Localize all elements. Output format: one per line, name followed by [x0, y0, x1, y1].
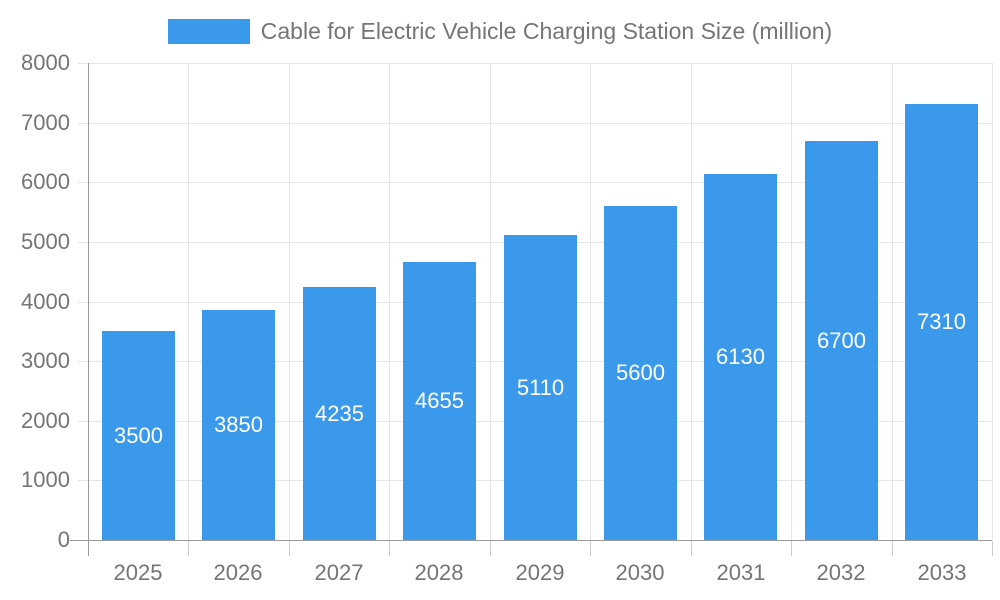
bar[interactable]: 4235: [303, 287, 376, 540]
y-tick: [78, 182, 88, 183]
h-gridline: [88, 123, 992, 124]
v-gridline: [691, 63, 692, 540]
x-tick: [992, 541, 993, 556]
v-gridline: [992, 63, 993, 540]
h-gridline: [88, 182, 992, 183]
bar-value-label: 4655: [415, 388, 464, 413]
y-axis-label: 3000: [21, 348, 70, 373]
x-tick: [791, 541, 792, 556]
y-tick: [78, 123, 88, 124]
legend-label: Cable for Electric Vehicle Charging Stat…: [260, 18, 833, 44]
bar-value-label: 3500: [114, 422, 163, 448]
x-axis-label: 2029: [515, 560, 565, 585]
y-axis-label: 7000: [21, 110, 70, 135]
x-axis-label: 2027: [314, 560, 364, 585]
bar[interactable]: 5110: [504, 235, 577, 540]
x-axis-label: 2033: [917, 560, 967, 585]
x-tick: [490, 541, 491, 556]
x-tick: [289, 541, 290, 556]
y-axis-line: [88, 63, 89, 556]
v-gridline: [892, 63, 893, 540]
x-axis-line: [70, 540, 992, 541]
v-gridline: [289, 63, 290, 540]
bar[interactable]: 5600: [604, 206, 677, 540]
legend-swatch-icon: [167, 19, 250, 44]
bar-value-label: 6700: [817, 327, 866, 353]
x-tick: [691, 541, 692, 556]
v-gridline: [590, 63, 591, 540]
y-tick: [78, 63, 88, 64]
legend: Cable for Electric Vehicle Charging Stat…: [0, 17, 1000, 46]
legend-item[interactable]: Cable for Electric Vehicle Charging Stat…: [167, 17, 833, 46]
v-gridline: [389, 63, 390, 540]
bar-value-label: 5110: [516, 374, 565, 400]
y-tick: [78, 302, 88, 303]
x-axis-label: 2030: [615, 560, 665, 585]
x-axis-label: 2032: [816, 560, 866, 585]
bar-value-label: 3850: [214, 412, 263, 437]
bar[interactable]: 4655: [403, 262, 476, 540]
bar[interactable]: 6130: [704, 174, 777, 540]
x-axis-label: 2028: [414, 560, 464, 585]
x-tick: [188, 541, 189, 556]
x-axis-label: 2031: [716, 560, 766, 585]
bar-value-label: 6130: [716, 344, 765, 369]
x-axis-label: 2025: [113, 560, 163, 585]
bar[interactable]: 6700: [805, 141, 878, 540]
v-gridline: [490, 63, 491, 540]
bar[interactable]: 3500: [102, 331, 175, 540]
y-tick: [78, 361, 88, 362]
y-axis-label: 8000: [21, 50, 70, 75]
y-axis-label: 0: [57, 527, 70, 552]
bar-value-label: 5600: [616, 360, 665, 385]
y-axis-label: 6000: [21, 169, 70, 194]
bar[interactable]: 3850: [202, 310, 275, 540]
bar-value-label: 7310: [917, 309, 966, 334]
x-tick: [892, 541, 893, 556]
y-axis-label: 5000: [21, 229, 70, 254]
bar-value-label: 4235: [315, 400, 364, 426]
y-tick: [78, 480, 88, 481]
x-tick: [590, 541, 591, 556]
v-gridline: [188, 63, 189, 540]
v-gridline: [791, 63, 792, 540]
bar[interactable]: 7310: [905, 104, 978, 540]
y-axis-label: 1000: [21, 467, 70, 492]
x-tick: [389, 541, 390, 556]
y-tick: [78, 242, 88, 243]
y-tick: [78, 421, 88, 422]
y-axis-label: 4000: [21, 289, 70, 314]
h-gridline: [88, 63, 992, 64]
x-axis-label: 2026: [213, 560, 263, 585]
y-axis-label: 2000: [21, 408, 70, 433]
